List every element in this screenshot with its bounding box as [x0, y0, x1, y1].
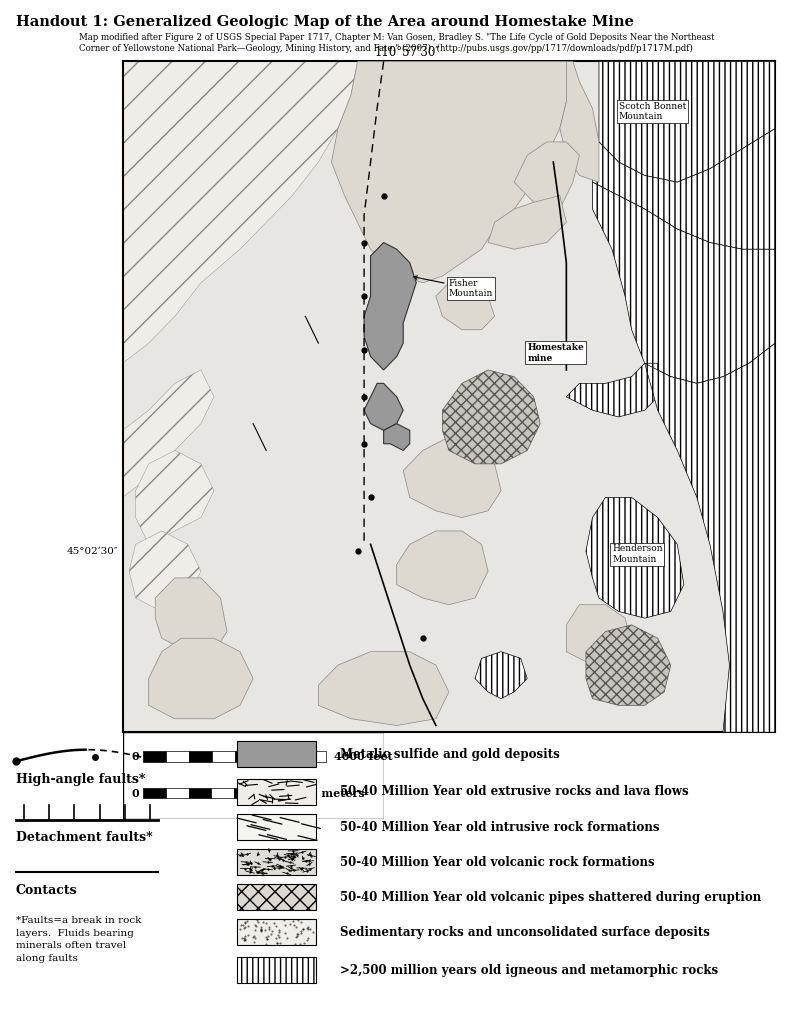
Bar	[235, 752, 258, 762]
Polygon shape	[566, 605, 631, 666]
Polygon shape	[318, 651, 449, 725]
Polygon shape	[475, 651, 527, 698]
Text: *Faults=a break in rock
layers.  Fluids bearing
minerals often travel
along faul: *Faults=a break in rock layers. Fluids b…	[16, 916, 142, 963]
Bar	[258, 752, 281, 762]
Text: Contacts: Contacts	[16, 884, 78, 897]
Bar	[237, 814, 316, 840]
Bar	[143, 752, 166, 762]
Polygon shape	[331, 61, 566, 283]
Polygon shape	[566, 364, 657, 417]
Text: Metalic sulfide and gold deposits: Metalic sulfide and gold deposits	[340, 748, 560, 761]
Text: 0: 0	[132, 751, 139, 762]
Polygon shape	[123, 61, 358, 364]
Text: 45°02ʹ30″: 45°02ʹ30″	[67, 547, 119, 556]
Polygon shape	[384, 424, 410, 451]
Bar	[143, 787, 166, 799]
Polygon shape	[136, 451, 214, 545]
Bar	[189, 752, 212, 762]
Text: >2,500 million years old igneous and metamorphic rocks: >2,500 million years old igneous and met…	[340, 964, 718, 977]
Bar	[166, 752, 189, 762]
Polygon shape	[436, 283, 494, 330]
Polygon shape	[514, 142, 579, 222]
Polygon shape	[592, 182, 775, 383]
Text: Handout 1: Generalized Geologic Map of the Area around Homestake Mine: Handout 1: Generalized Geologic Map of t…	[16, 15, 634, 30]
Text: Henderson
Mountain: Henderson Mountain	[612, 545, 663, 564]
Text: Detachment faults*: Detachment faults*	[16, 831, 153, 845]
Bar	[237, 919, 316, 945]
Bar	[281, 752, 304, 762]
Text: 0: 0	[132, 787, 139, 799]
Bar	[166, 787, 189, 799]
Text: 110°57ʹ30″: 110°57ʹ30″	[374, 46, 441, 59]
Text: 1000 meters: 1000 meters	[287, 787, 365, 799]
Text: Map modified after Figure 2 of USGS Special Paper 1717, Chapter M: Van Gosen, Br: Map modified after Figure 2 of USGS Spec…	[79, 33, 714, 42]
Text: Fisher
Mountain: Fisher Mountain	[414, 275, 494, 298]
Text: Corner of Yellowstone National Park—Geology, Mining History, and Fate." (2007). : Corner of Yellowstone National Park—Geol…	[79, 44, 693, 53]
Polygon shape	[364, 383, 403, 430]
Bar	[234, 787, 256, 799]
Polygon shape	[396, 530, 488, 605]
Bar	[237, 849, 316, 876]
Text: 50-40 Million Year old volcanic rock formations: 50-40 Million Year old volcanic rock for…	[340, 855, 655, 868]
Polygon shape	[364, 243, 416, 370]
Bar	[211, 787, 234, 799]
Polygon shape	[442, 370, 540, 464]
Text: Homestake
mine: Homestake mine	[527, 343, 584, 362]
Polygon shape	[645, 343, 775, 732]
Text: 50-40 Million Year old intrusive rock formations: 50-40 Million Year old intrusive rock fo…	[340, 820, 660, 834]
Bar	[237, 779, 316, 805]
Polygon shape	[129, 530, 201, 611]
Text: 50-40 Million Year old volcanic pipes shattered during eruption: 50-40 Million Year old volcanic pipes sh…	[340, 891, 762, 903]
Bar	[237, 956, 316, 983]
Polygon shape	[149, 638, 253, 719]
Text: 4000 feet: 4000 feet	[334, 751, 392, 762]
Polygon shape	[599, 61, 775, 182]
Polygon shape	[155, 578, 227, 651]
Bar	[237, 741, 316, 767]
Polygon shape	[403, 437, 501, 517]
Polygon shape	[123, 370, 214, 498]
Bar	[237, 884, 316, 910]
Bar	[256, 787, 279, 799]
Text: 50-40 Million Year old extrusive rocks and lava flows: 50-40 Million Year old extrusive rocks a…	[340, 785, 689, 799]
Bar	[212, 752, 235, 762]
Text: Sedimentary rocks and unconsolidated surface deposits: Sedimentary rocks and unconsolidated sur…	[340, 926, 710, 939]
Text: High-angle faults*: High-angle faults*	[16, 773, 146, 786]
Polygon shape	[586, 498, 683, 618]
Text: Scotch Bonnet
Mountain: Scotch Bonnet Mountain	[619, 101, 686, 121]
Polygon shape	[592, 128, 775, 249]
Bar	[304, 752, 326, 762]
Polygon shape	[488, 196, 566, 249]
Polygon shape	[560, 61, 599, 182]
Polygon shape	[586, 625, 671, 706]
Bar	[189, 787, 211, 799]
